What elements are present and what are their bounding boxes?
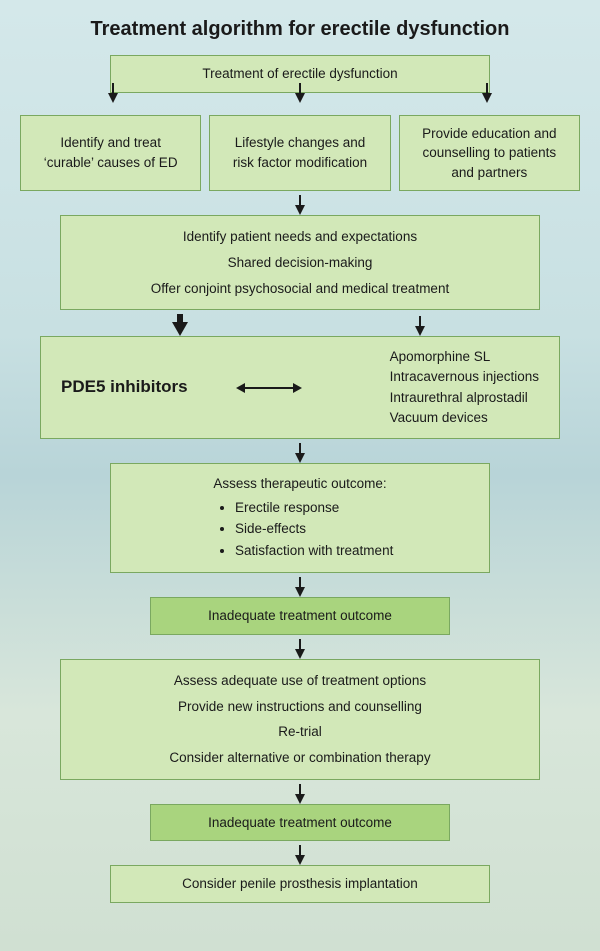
node-shared-decision: Identify patient needs and expectations … [60,215,540,310]
reassess-l3: Re-trial [75,719,525,745]
assess-header: Assess therapeutic outcome: [135,474,465,494]
bidirectional-arrow [236,383,302,393]
node-assess: Assess therapeutic outcome: Erectile res… [110,463,490,573]
pde5-label: PDE5 inhibitors [61,375,188,400]
arrows-tier1 [20,93,580,115]
assess-sideeffects: Side-effects [235,519,465,539]
shared-l2: Shared decision-making [75,250,525,276]
node-education: Provide education and counselling to pat… [399,115,580,192]
reassess-l4: Consider alternative or combination ther… [75,745,525,771]
node-inadequate2: Inadequate treatment outcome [150,804,450,842]
arrow-to-inadequate1 [20,573,580,597]
arrow-to-inadequate2 [20,780,580,804]
alt-intracavernous: Intracavernous injections [390,367,539,387]
arrows-to-firstline [60,310,540,336]
node-reassess: Assess adequate use of treatment options… [60,659,540,780]
shared-l3: Offer conjoint psychosocial and medical … [75,276,525,302]
arrow-to-final [20,841,580,865]
arrow-to-shared [20,191,580,215]
node-final: Consider penile prosthesis implantation [110,865,490,903]
assess-erectile: Erectile response [235,498,465,518]
node-firstline: PDE5 inhibitors Apomorphine SL Intracave… [40,336,560,439]
arrow-to-reassess [20,635,580,659]
node-curable: Identify and treat ‘curable’ causes of E… [20,115,201,192]
alt-apomorphine: Apomorphine SL [390,347,539,367]
reassess-l1: Assess adequate use of treatment options [75,668,525,694]
reassess-l2: Provide new instructions and counselling [75,694,525,720]
node-lifestyle: Lifestyle changes and risk factor modifi… [209,115,390,192]
firstline-alternatives: Apomorphine SL Intracavernous injections… [390,347,539,428]
node-inadequate1: Inadequate treatment outcome [150,597,450,635]
shared-l1: Identify patient needs and expectations [75,224,525,250]
chart-title: Treatment algorithm for erectile dysfunc… [91,18,510,41]
assess-satisfaction: Satisfaction with treatment [235,541,465,561]
alt-vacuum: Vacuum devices [390,408,539,428]
arrow-to-assess [20,439,580,463]
alt-intraurethral: Intraurethral alprostadil [390,388,539,408]
tier1-row: Identify and treat ‘curable’ causes of E… [20,115,580,192]
